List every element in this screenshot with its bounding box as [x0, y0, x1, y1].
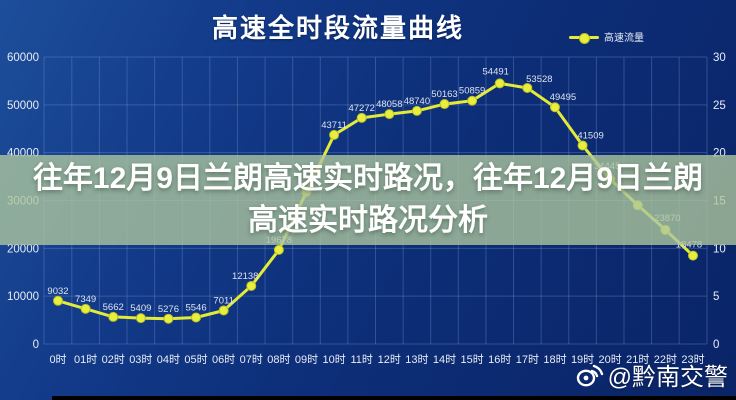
watermark-handle: @黔南交警 [607, 364, 728, 391]
data-point-label: 7349 [75, 294, 96, 305]
left-axis-tick-label: 50000 [7, 100, 39, 112]
data-point-label: 5276 [158, 304, 179, 315]
data-point-label: 50859 [459, 86, 485, 97]
data-point-label: 50163 [431, 89, 457, 100]
data-point[interactable] [467, 95, 478, 106]
data-point[interactable] [384, 109, 395, 120]
data-point-label: 48058 [376, 99, 402, 110]
overlay-banner-text: 往年12月9日兰朗高速实时路况，往年12月9日兰朗高速实时路况分析 [32, 162, 704, 237]
data-point-label: 43711 [321, 120, 347, 131]
right-axis-tick-label: 10 [713, 243, 726, 255]
data-point[interactable] [108, 311, 119, 322]
legend-line-dot-icon [569, 32, 599, 44]
data-point-label: 53528 [526, 74, 552, 85]
data-point[interactable] [135, 313, 146, 324]
x-axis-tick-label: 23时 [681, 353, 704, 366]
data-point[interactable] [549, 102, 560, 113]
x-axis-tick-label: 07时 [240, 353, 263, 366]
data-point-label: 12138 [232, 271, 258, 282]
x-axis-tick-label: 03时 [129, 353, 152, 366]
right-axis-tick-label: 0 [713, 339, 719, 351]
data-point-label: 5409 [130, 303, 151, 314]
x-axis-tick-label: 02时 [102, 353, 125, 366]
data-point[interactable] [439, 99, 450, 110]
data-point-label: 7011 [213, 295, 233, 306]
data-point[interactable] [329, 129, 340, 140]
data-point[interactable] [356, 112, 367, 123]
data-point[interactable] [411, 105, 422, 116]
data-point[interactable] [53, 295, 63, 306]
x-axis-tick-label: 05时 [184, 353, 207, 366]
x-axis-tick-label: 0时 [49, 353, 66, 366]
overlay-banner: 往年12月9日兰朗高速实时路况，往年12月9日兰朗高速实时路况分析 [0, 155, 736, 245]
weibo-icon [576, 364, 603, 386]
data-point-label: 5662 [103, 302, 124, 313]
data-point[interactable] [577, 140, 588, 151]
x-axis-tick-label: 04时 [157, 353, 180, 366]
bottom-bar [52, 396, 736, 400]
page-title: 高速全时段流量曲线 [211, 13, 464, 43]
data-point[interactable] [80, 303, 91, 314]
data-point-label: 54491 [483, 66, 509, 77]
right-axis-tick-label: 5 [713, 291, 719, 303]
x-axis-tick-label: 16时 [488, 353, 511, 366]
data-point[interactable] [522, 82, 533, 93]
x-axis-tick-label: 08时 [267, 353, 290, 366]
right-axis-tick-label: 30 [713, 52, 726, 64]
x-axis-tick-label: 15时 [461, 353, 484, 366]
data-point[interactable] [273, 244, 284, 255]
data-point[interactable] [191, 312, 202, 323]
x-axis-tick-label: 17时 [516, 353, 539, 366]
left-axis-tick-label: 10000 [7, 291, 39, 303]
x-axis-tick-label: 13时 [405, 353, 428, 366]
x-axis-tick-label: 10时 [322, 353, 345, 366]
data-point[interactable] [218, 305, 229, 316]
data-point-label: 48740 [404, 96, 430, 107]
data-point[interactable] [688, 250, 698, 261]
left-axis-tick-label: 0 [33, 339, 39, 351]
data-point-label: 41509 [577, 130, 603, 141]
x-axis-tick-label: 21时 [626, 353, 649, 366]
x-axis-tick-label: 01时 [74, 353, 97, 366]
x-axis-tick-label: 11时 [350, 353, 372, 366]
data-point[interactable] [163, 313, 174, 324]
x-axis-tick-label: 09时 [295, 353, 318, 366]
chart-legend[interactable]: 高速流量 [569, 29, 644, 44]
x-axis-tick-label: 06时 [212, 353, 235, 366]
data-point-label: 9032 [47, 286, 68, 297]
right-axis-tick-label: 25 [713, 100, 726, 112]
x-axis-tick-label: 20时 [599, 353, 622, 366]
data-point-label: 18478 [676, 240, 702, 251]
x-axis-tick-label: 19时 [571, 353, 594, 366]
left-axis-tick-label: 60000 [7, 52, 39, 64]
x-axis-tick-label: 22时 [654, 353, 677, 366]
x-axis-tick-label: 14时 [433, 353, 456, 366]
data-point[interactable] [494, 78, 505, 89]
data-point-label: 49495 [550, 92, 576, 103]
legend-label: 高速流量 [604, 33, 644, 44]
x-axis-tick-label: 18时 [543, 353, 566, 366]
data-point[interactable] [246, 280, 257, 291]
watermark: @黔南交警 [576, 357, 728, 392]
x-axis-tick-label: 12时 [378, 353, 401, 366]
data-point-label: 47272 [348, 103, 374, 114]
data-point-label: 5546 [185, 302, 206, 313]
left-axis-tick-label: 20000 [7, 243, 39, 255]
